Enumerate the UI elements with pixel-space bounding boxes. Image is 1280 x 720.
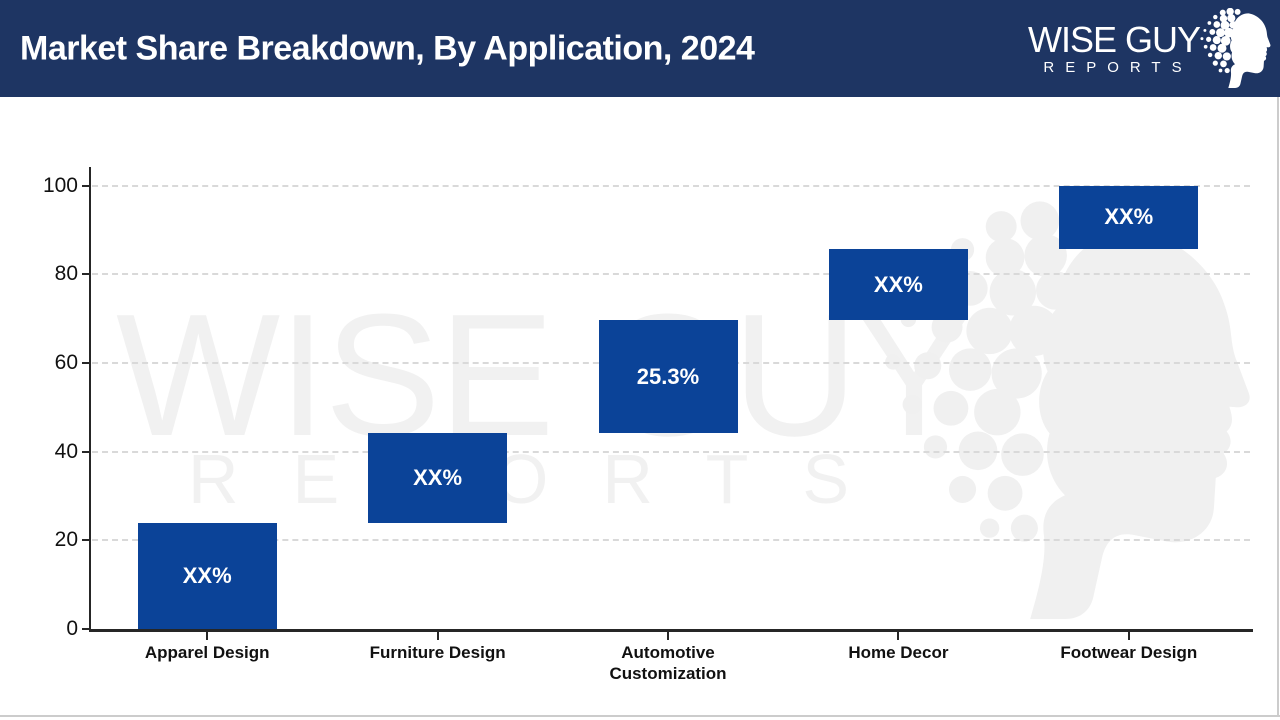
y-tick-mark xyxy=(82,184,89,187)
x-tick-mark xyxy=(667,632,669,640)
gridline xyxy=(92,273,1250,276)
bar-value-label: XX% xyxy=(873,271,923,297)
y-tick-mark xyxy=(82,628,89,630)
y-tick-mark xyxy=(82,362,89,365)
y-tick-mark xyxy=(82,539,89,542)
bar: XX% xyxy=(137,522,277,629)
category-label: Apparel Design xyxy=(144,643,270,662)
bar: XX% xyxy=(1059,185,1199,249)
y-tick-label: 0 xyxy=(66,617,78,640)
bar: XX% xyxy=(368,433,508,523)
wise-guy-reports-logo: WISE GUY REPORTS xyxy=(1028,0,1274,97)
category-label: Footwear Design xyxy=(1060,643,1198,662)
page-border-bottom xyxy=(0,715,1280,717)
bar-value-label: 25.3% xyxy=(636,363,700,389)
gridline xyxy=(92,539,1250,542)
page-title: Market Share Breakdown, By Application, … xyxy=(20,29,755,67)
x-tick-mark xyxy=(1127,632,1130,640)
x-tick-mark xyxy=(436,632,439,640)
y-tick-label: 80 xyxy=(54,262,78,286)
y-axis-line xyxy=(89,167,91,632)
y-tick-label: 60 xyxy=(54,351,78,375)
y-tick-mark xyxy=(82,273,89,276)
dotted-head-logo-icon xyxy=(1200,7,1271,88)
y-tick-label: 40 xyxy=(54,439,78,463)
bar-value-label: XX% xyxy=(1104,204,1154,230)
bar: 25.3% xyxy=(598,320,738,433)
watermark-subtitle: REPORTS xyxy=(188,440,904,518)
bar-value-label: XX% xyxy=(182,562,232,588)
bar-value-label: XX% xyxy=(413,464,463,490)
logo-wordmark: WISE GUY xyxy=(1027,19,1201,61)
x-tick-mark xyxy=(206,632,209,640)
category-label: Automotive Customization xyxy=(609,643,727,683)
category-label: Home Decor xyxy=(848,643,949,662)
y-tick-label: 100 xyxy=(42,173,78,197)
x-tick-mark xyxy=(897,632,900,640)
category-label: Furniture Design xyxy=(369,643,506,662)
bar: XX% xyxy=(828,248,968,321)
x-axis-line xyxy=(89,629,1253,632)
logo-text: WISE GUY REPORTS xyxy=(1027,19,1201,76)
page-border-right xyxy=(1277,97,1279,717)
logo-subtitle: REPORTS xyxy=(1043,58,1193,76)
y-tick-mark xyxy=(82,450,89,453)
gridline xyxy=(92,450,1250,453)
y-tick-label: 20 xyxy=(54,528,78,552)
gridline xyxy=(92,184,1250,187)
header-bar: Market Share Breakdown, By Application, … xyxy=(0,0,1280,97)
